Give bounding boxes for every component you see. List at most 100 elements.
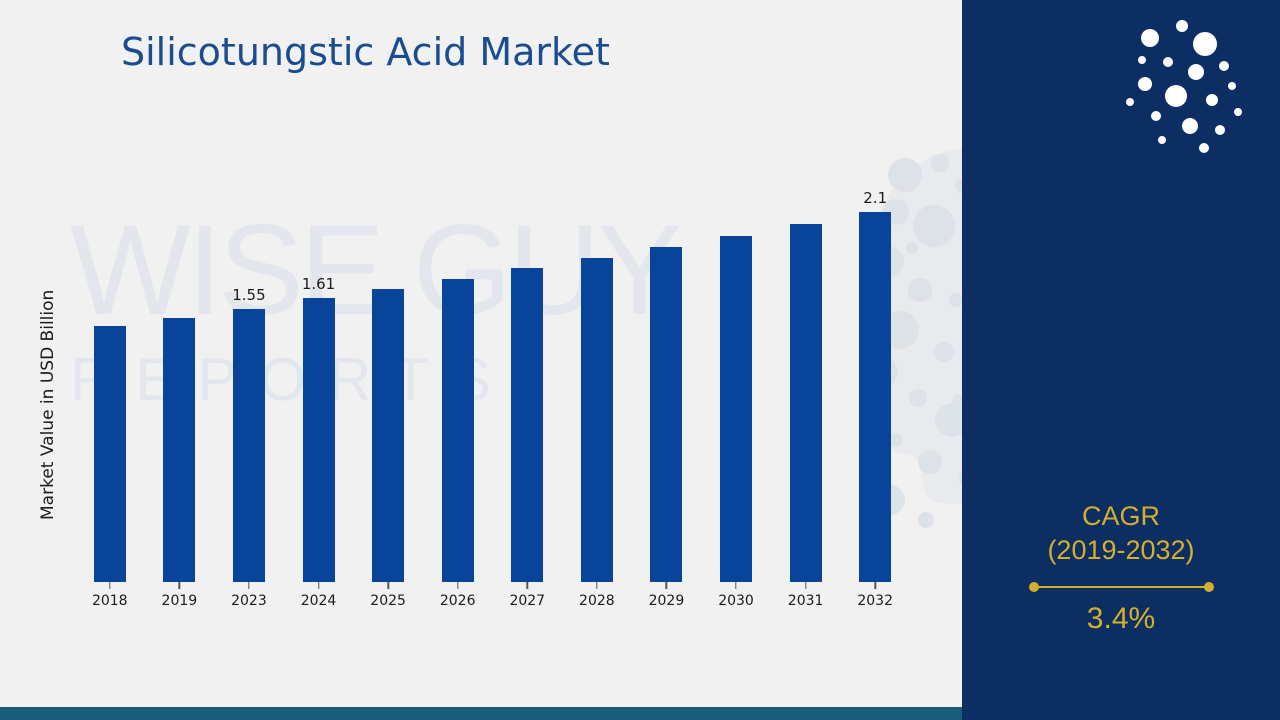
x-axis-label: 2029 (648, 593, 685, 609)
bar (93, 326, 126, 582)
x-axis-tick (665, 582, 668, 589)
molecule-dot (1182, 118, 1198, 134)
bar-group: 2028 (562, 150, 632, 609)
x-axis-tick (596, 582, 598, 589)
x-axis-tick (178, 582, 181, 589)
x-axis-tick (804, 582, 807, 589)
cagr-divider (1028, 581, 1214, 592)
molecule-dot (1219, 61, 1229, 71)
bar-group: 2031 (771, 150, 841, 609)
chart-plot-area: 2018 2019 1.55 2023 1.61 2024 2025 2026 2027 2028… (75, 150, 910, 609)
cagr-value: 3.4% (1086, 601, 1156, 635)
bar-group: 2.1 2032 (840, 150, 910, 609)
bar-value-label: 2.1 (863, 188, 888, 207)
molecule-dot (934, 342, 954, 362)
molecule-dot (913, 205, 955, 247)
cagr-title: CAGR (1081, 501, 1160, 531)
bar (859, 211, 892, 582)
molecule-dot (889, 433, 903, 447)
molecule-dot (1158, 136, 1166, 144)
molecule-dot (1228, 82, 1236, 90)
y-axis-label: Market Value in USD Billion (38, 289, 58, 521)
x-axis-tick (456, 582, 459, 589)
x-axis-tick (248, 582, 250, 589)
molecule-dot (959, 469, 962, 487)
x-axis-label: 2024 (300, 593, 337, 609)
x-axis-tick (109, 582, 111, 589)
bar (441, 278, 474, 582)
x-axis-tick (874, 582, 876, 589)
molecule-dot (1215, 125, 1225, 135)
bar (720, 236, 753, 582)
molecule-dot (888, 158, 922, 192)
x-axis-label: 2027 (509, 593, 546, 609)
x-axis-label: 2018 (91, 593, 128, 609)
bar-value-label: 1.61 (301, 275, 336, 294)
x-axis-label: 2023 (231, 593, 267, 609)
molecule-dot (1193, 32, 1217, 56)
bar (232, 308, 265, 582)
molecule-dot (931, 154, 949, 172)
x-axis-label: 2026 (439, 593, 476, 609)
bar (163, 317, 196, 582)
cagr-block: CAGR (2019-2032) 3.4% (962, 500, 1280, 636)
molecule-dot (1234, 108, 1242, 116)
cagr-range: (2019-2032) (1047, 534, 1195, 565)
molecule-dot (906, 242, 918, 254)
molecule-dot (1163, 57, 1173, 67)
page-title: Silicotungstic Acid Market (121, 30, 610, 74)
molecule-dot (955, 179, 962, 193)
left-content-panel: WISE GUY REPORTS Silicotungstic Acid Mar… (38, 30, 962, 609)
bar-group: 2027 (493, 150, 563, 609)
x-axis-label: 2019 (161, 593, 198, 609)
bar-group: 2029 (632, 150, 702, 609)
x-axis-label: 2028 (579, 593, 615, 609)
bottom-accent-strip (0, 707, 962, 720)
molecule-dot (918, 512, 934, 528)
bar-group: 2018 (75, 150, 145, 609)
bar-group: 2025 (353, 150, 423, 609)
bar (580, 257, 613, 582)
molecule-dot (1141, 29, 1159, 47)
bar (650, 246, 683, 582)
molecule-dot (1126, 98, 1134, 106)
x-axis-label: 2025 (370, 593, 406, 609)
bar-group: 2030 (701, 150, 771, 609)
bar-group: 1.55 2023 (214, 150, 284, 609)
bar (372, 289, 405, 582)
molecule-dot (1138, 77, 1152, 91)
x-axis-tick (735, 582, 737, 589)
molecule-dot (952, 394, 962, 406)
bar-group: 1.61 2024 (284, 150, 354, 609)
bar-group: 2019 (145, 150, 215, 609)
bar (302, 298, 335, 582)
bar-group: 2026 (423, 150, 493, 609)
molecule-dot (1188, 64, 1204, 80)
bar (789, 224, 822, 582)
molecule-dot (908, 278, 932, 302)
x-axis-tick (317, 582, 320, 589)
molecule-dot (1206, 94, 1218, 106)
bar (511, 268, 544, 582)
molecule-dot (1199, 143, 1209, 153)
molecule-dot (1138, 56, 1146, 64)
molecule-dot (1151, 111, 1161, 121)
x-axis-label: 2031 (787, 593, 824, 609)
divider-dot-left (1028, 581, 1039, 592)
x-axis-tick (387, 582, 389, 589)
x-axis-label: 2032 (857, 593, 894, 609)
molecule-dot (918, 450, 942, 474)
molecule-dot (1165, 85, 1187, 107)
x-axis-tick (526, 582, 528, 589)
molecule-dot (1176, 20, 1188, 32)
molecule-dot (909, 389, 927, 407)
bar-chart: Market Value in USD Billion 2018 2019 1.55… (38, 150, 910, 609)
divider-line (1034, 585, 1208, 588)
divider-dot-right (1203, 581, 1214, 592)
molecule-dot (935, 403, 962, 437)
molecule-dots-navy (962, 0, 1280, 720)
bar-value-label: 1.55 (232, 285, 266, 304)
molecule-dot (949, 293, 962, 307)
x-axis-label: 2030 (718, 593, 754, 609)
